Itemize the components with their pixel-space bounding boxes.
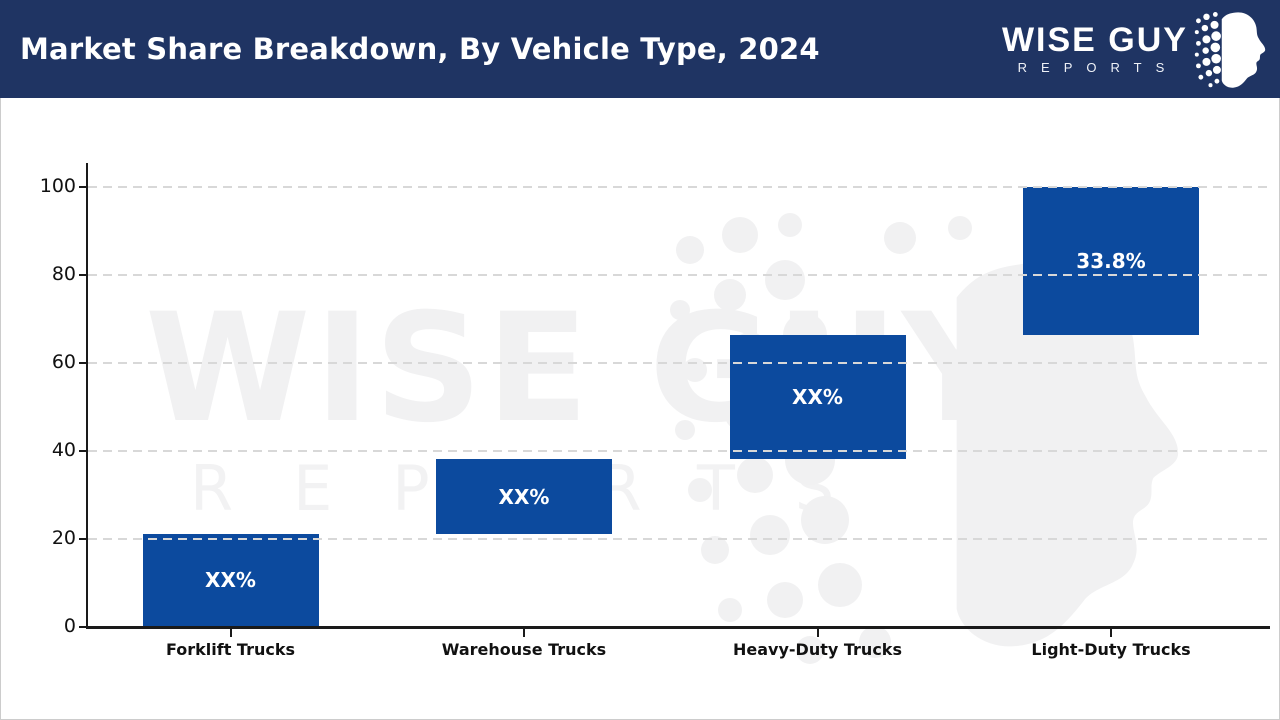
y-tick-label: 100 xyxy=(39,174,76,197)
bar: XX% xyxy=(436,459,612,535)
bar-value-label: XX% xyxy=(792,385,843,410)
x-category-label: Warehouse Trucks xyxy=(441,640,607,659)
logo-wordmark-block: WISE GUY REPORTS xyxy=(1001,20,1188,76)
y-tick-mark xyxy=(79,449,87,452)
y-tick-label: 20 xyxy=(51,526,76,549)
bar-value-label: XX% xyxy=(205,568,256,593)
x-category-label: Heavy-Duty Trucks xyxy=(733,640,902,659)
x-axis-spine xyxy=(86,626,1270,629)
x-tick-mark xyxy=(816,629,819,637)
y-tick-mark xyxy=(79,361,87,364)
y-tick-label: 40 xyxy=(51,438,76,461)
y-tick-mark xyxy=(79,537,87,540)
page-title: Market Share Breakdown, By Vehicle Type,… xyxy=(20,32,820,66)
y-tick-label: 80 xyxy=(51,262,76,285)
y-tick-mark xyxy=(79,185,87,188)
gridline xyxy=(88,273,1269,276)
bar: XX% xyxy=(142,534,319,627)
bar: 33.8% xyxy=(1023,186,1199,336)
y-tick-label: 0 xyxy=(63,614,76,637)
gridline xyxy=(88,537,1269,540)
logo-subtitle: REPORTS xyxy=(1017,60,1179,76)
y-tick-mark xyxy=(79,273,87,276)
y-tick-mark xyxy=(79,625,87,628)
bar-value-label: 33.8% xyxy=(1076,248,1146,273)
x-category-label: Forklift Trucks xyxy=(165,640,296,659)
bar-value-label: XX% xyxy=(498,484,550,509)
bar: XX% xyxy=(729,335,906,460)
y-axis-spine xyxy=(86,163,88,627)
header-bar: Market Share Breakdown, By Vehicle Type,… xyxy=(0,0,1280,98)
logo-wordmark: WISE GUY xyxy=(1001,20,1188,59)
gridline xyxy=(88,361,1269,364)
x-category-label: Light-Duty Trucks xyxy=(1031,640,1191,659)
x-tick-mark xyxy=(1110,629,1112,637)
logo-face-icon xyxy=(1194,12,1266,88)
x-tick-mark xyxy=(229,629,232,637)
wiseguy-logo: WISE GUY REPORTS xyxy=(1002,7,1270,91)
y-tick-label: 60 xyxy=(51,350,76,373)
gridline xyxy=(88,449,1269,452)
gridline xyxy=(88,185,1269,188)
x-tick-mark xyxy=(523,629,525,637)
